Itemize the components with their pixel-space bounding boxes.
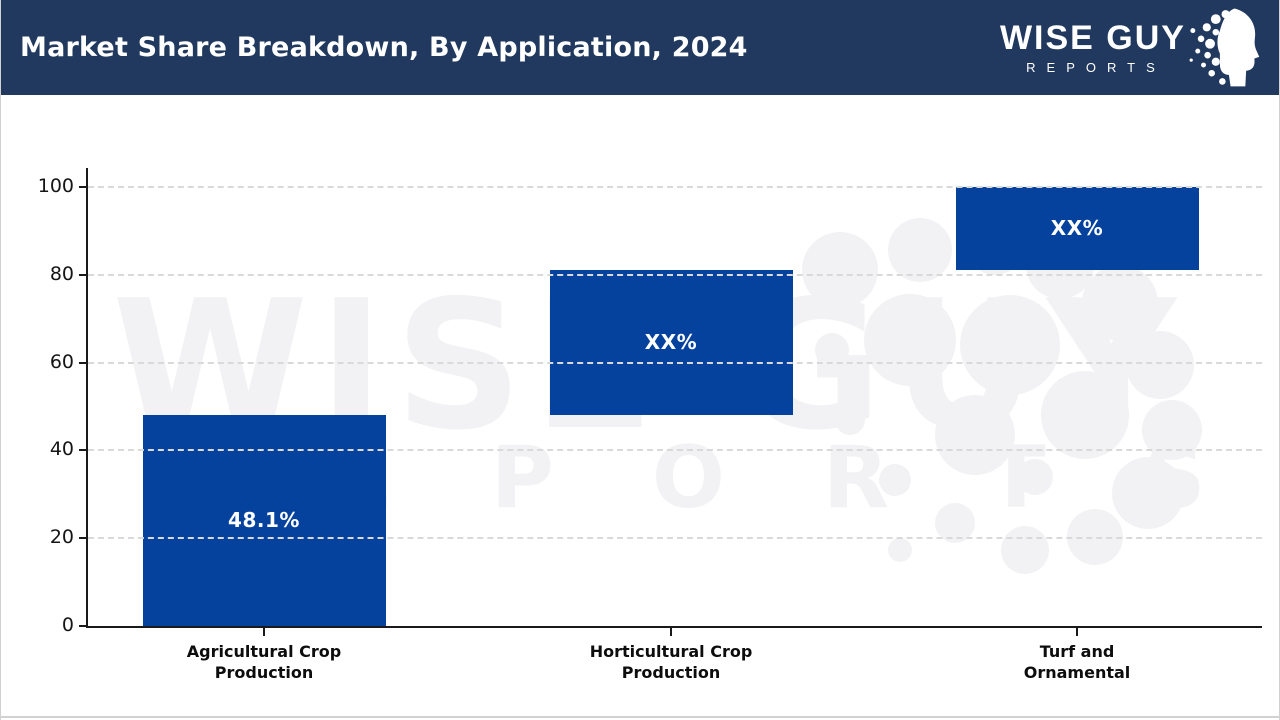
x-tick-mark <box>1076 628 1078 636</box>
y-tick-label: 100 <box>37 175 74 197</box>
logo-wordmark: WISE GUY <box>999 19 1186 57</box>
y-tick-label: 60 <box>49 350 74 373</box>
page-border-bottom <box>0 716 1280 718</box>
bar-segment: XX% <box>549 269 793 415</box>
wise-guy-reports-logo: WISE GUY REPORTS <box>1000 6 1266 88</box>
header: Market Share Breakdown, By Application, … <box>0 0 1280 95</box>
y-tick-label: 40 <box>49 438 74 461</box>
page-border-left <box>0 0 1 720</box>
grid-line <box>88 186 1262 188</box>
x-tick-mark <box>263 628 265 636</box>
bar-segment: 48.1% <box>142 414 386 626</box>
y-tick-mark <box>79 186 88 188</box>
logo-subtitle: REPORTS <box>1026 60 1166 75</box>
grid-line <box>88 537 1262 540</box>
bar-value-label: XX% <box>644 330 698 355</box>
x-tick-mark <box>670 628 672 636</box>
logo-head-icon <box>1189 8 1260 87</box>
bar-value-label: 48.1% <box>228 508 300 533</box>
y-tick-label: 0 <box>61 614 74 636</box>
y-tick-mark <box>79 273 88 276</box>
x-tick-label: Turf and Ornamental <box>1023 642 1131 682</box>
grid-line <box>88 361 1262 364</box>
x-tick-label: Horticultural Crop Production <box>589 642 753 682</box>
y-tick-mark <box>79 449 88 452</box>
bar-segment: XX% <box>955 187 1199 270</box>
x-tick-label: Agricultural Crop Production <box>186 642 342 682</box>
page-title: Market Share Breakdown, By Application, … <box>20 32 748 63</box>
y-axis-line <box>86 168 88 628</box>
y-tick-label: 80 <box>49 262 74 285</box>
y-tick-mark <box>79 625 88 627</box>
x-axis-line <box>86 626 1262 628</box>
y-tick-mark <box>79 537 88 540</box>
logo-text: WISE GUY REPORTS <box>1000 19 1186 75</box>
grid-line <box>88 273 1262 276</box>
y-tick-label: 20 <box>49 526 74 549</box>
bar-value-label: XX% <box>1050 216 1104 241</box>
grid-line <box>88 449 1262 452</box>
y-tick-mark <box>79 361 88 364</box>
